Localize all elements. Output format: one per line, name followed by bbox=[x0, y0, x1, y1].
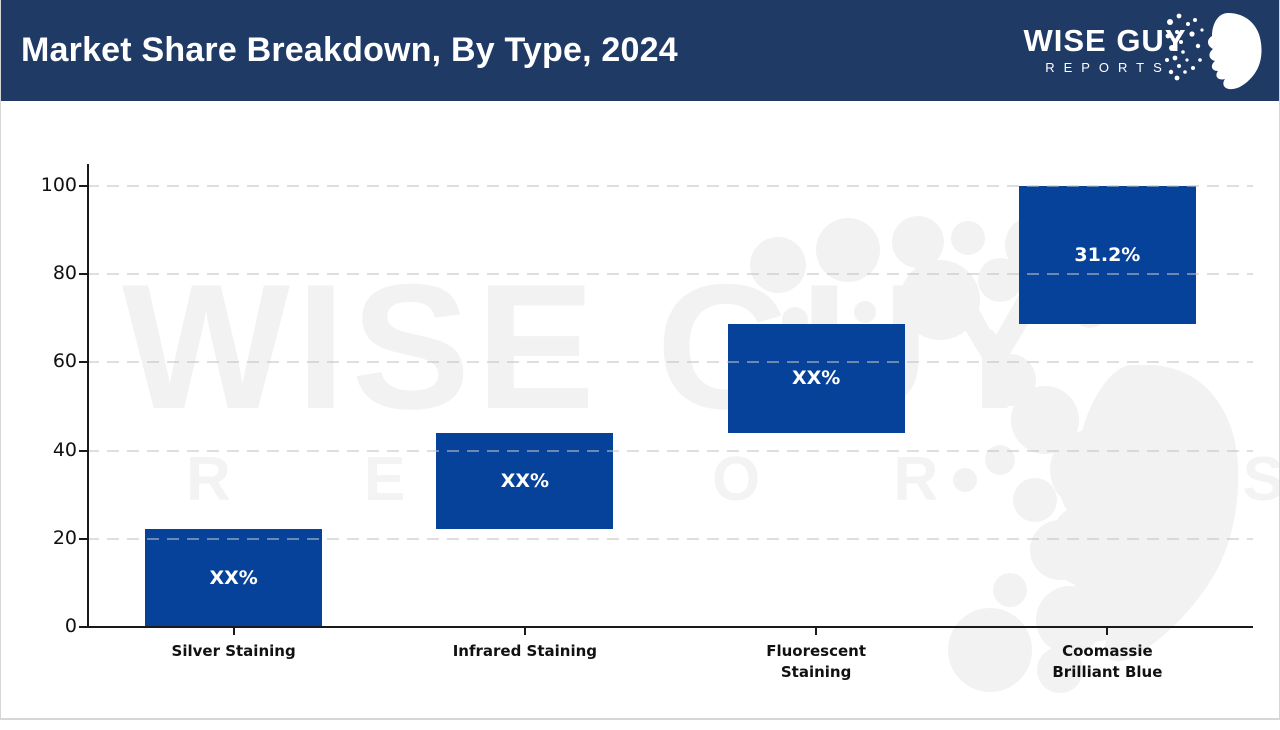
page-title: Market Share Breakdown, By Type, 2024 bbox=[21, 31, 678, 69]
y-tick-label: 0 bbox=[64, 615, 77, 637]
y-tick-label: 100 bbox=[40, 174, 77, 196]
x-category-label: Silver Staining bbox=[94, 641, 374, 662]
y-axis-tick bbox=[79, 449, 87, 452]
header: Market Share Breakdown, By Type, 2024 WI… bbox=[0, 0, 1280, 101]
x-axis-tick bbox=[232, 628, 235, 635]
grid-line bbox=[87, 537, 1253, 540]
bar-segment: XX% bbox=[145, 528, 323, 627]
x-axis-line bbox=[87, 626, 1253, 628]
x-category-label-line: Brilliant Blue bbox=[1052, 663, 1163, 681]
y-tick-label: 40 bbox=[52, 438, 77, 461]
bar-value-label: 31.2% bbox=[1074, 243, 1141, 266]
y-axis-tick bbox=[79, 626, 87, 628]
brand-logo: WISE GUY REPORTS bbox=[1016, 10, 1266, 92]
y-axis-tick bbox=[79, 537, 87, 540]
wiseguy-face-icon bbox=[1165, 13, 1262, 90]
x-axis-tick bbox=[523, 628, 526, 635]
x-category-label: Infrared Staining bbox=[385, 641, 665, 662]
y-axis-tick bbox=[79, 361, 87, 364]
y-axis-line bbox=[87, 164, 89, 628]
brand-text: WISE GUY REPORTS bbox=[1016, 23, 1194, 76]
x-category-label: Fluorescent Staining bbox=[676, 641, 956, 683]
bar-segment: 31.2% bbox=[1018, 186, 1196, 324]
grid-line bbox=[87, 185, 1253, 187]
y-tick-label: 60 bbox=[52, 350, 77, 373]
y-tick-label: 20 bbox=[52, 526, 77, 549]
x-category-label-line: Infrared Staining bbox=[452, 642, 598, 660]
bar-value-label: XX% bbox=[791, 367, 841, 390]
y-axis-tick bbox=[79, 273, 87, 276]
bar-value-label: XX% bbox=[209, 566, 258, 589]
x-category-label-line: Staining bbox=[780, 663, 852, 681]
x-axis-tick bbox=[815, 628, 818, 635]
x-category-label: Coomassie Brilliant Blue bbox=[967, 641, 1247, 683]
x-category-label-line: Coomassie bbox=[1062, 642, 1153, 660]
y-tick-label: 80 bbox=[52, 262, 77, 285]
x-axis-tick bbox=[1106, 628, 1109, 635]
grid-line bbox=[87, 449, 1253, 452]
bar-segment: XX% bbox=[727, 323, 905, 434]
grid-line bbox=[87, 361, 1253, 364]
bar-segment: XX% bbox=[436, 433, 614, 529]
brand-name: WISE GUY bbox=[1023, 23, 1187, 58]
x-category-label-line: Fluorescent bbox=[766, 642, 867, 660]
brand-subtitle: REPORTS bbox=[1045, 60, 1171, 75]
grid-line bbox=[87, 273, 1253, 276]
x-category-label-line: Silver Staining bbox=[171, 642, 296, 660]
y-axis-tick bbox=[79, 185, 87, 187]
bar-value-label: XX% bbox=[500, 470, 550, 493]
